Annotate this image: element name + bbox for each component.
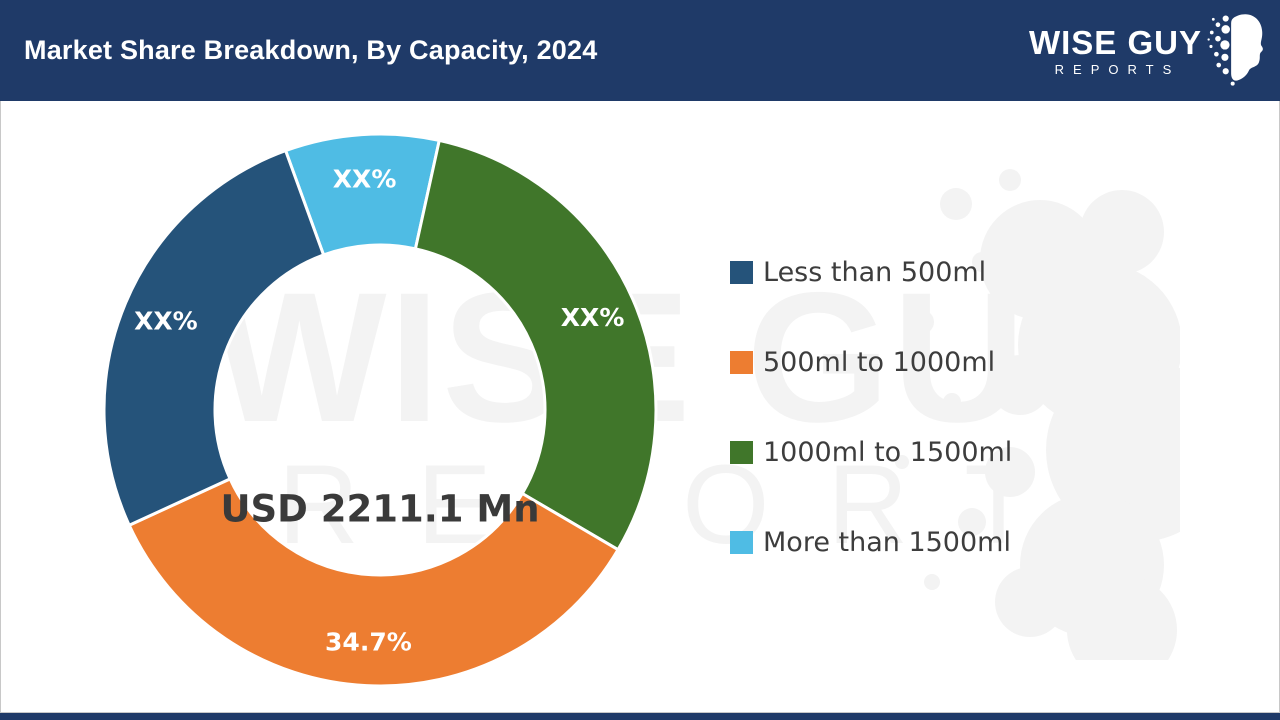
page-title: Market Share Breakdown, By Capacity, 202…: [24, 35, 598, 65]
legend-swatch: [730, 260, 753, 284]
slice-percent-label: XX%: [561, 303, 625, 332]
legend-swatch: [730, 440, 753, 464]
legend-label: More than 1500ml: [763, 526, 1011, 558]
donut-slice-2: [127, 476, 621, 688]
footer-bar: [0, 713, 1280, 720]
slice-percent-label: XX%: [134, 306, 198, 335]
legend-label: 1000ml to 1500ml: [763, 436, 1013, 468]
legend-item-more-than-1500ml: More than 1500ml: [730, 524, 1011, 560]
brand-wordmark: WISE GUY: [1028, 23, 1202, 61]
page-header: Market Share Breakdown, By Capacity, 202…: [0, 0, 1280, 101]
legend-item-less-than-500ml: Less than 500ml: [730, 254, 986, 290]
legend-swatch: [730, 350, 753, 374]
brand-reports-label: REPORTS: [1054, 61, 1181, 77]
center-total-label: USD 2211.1 Mn: [220, 487, 540, 531]
legend-item-1000ml-to-1500ml: 1000ml to 1500ml: [730, 434, 1012, 470]
donut-chart: XX% XX% 34.7% XX%: [102, 132, 658, 688]
donut-slice-1: [102, 148, 326, 528]
legend-item-500ml-to-1000ml: 500ml to 1000ml: [730, 344, 995, 380]
slice-percent-label: 34.7%: [325, 627, 412, 656]
watermark-face: [860, 140, 1230, 685]
slice-percent-label: XX%: [333, 164, 397, 193]
donut-slice-3: [413, 138, 658, 552]
legend-swatch: [730, 530, 753, 554]
legend-label: Less than 500ml: [763, 256, 987, 288]
brand-face-icon: [1204, 8, 1266, 93]
legend-label: 500ml to 1000ml: [763, 346, 996, 378]
brand-logo: WISE GUY REPORTS: [1029, 8, 1266, 93]
